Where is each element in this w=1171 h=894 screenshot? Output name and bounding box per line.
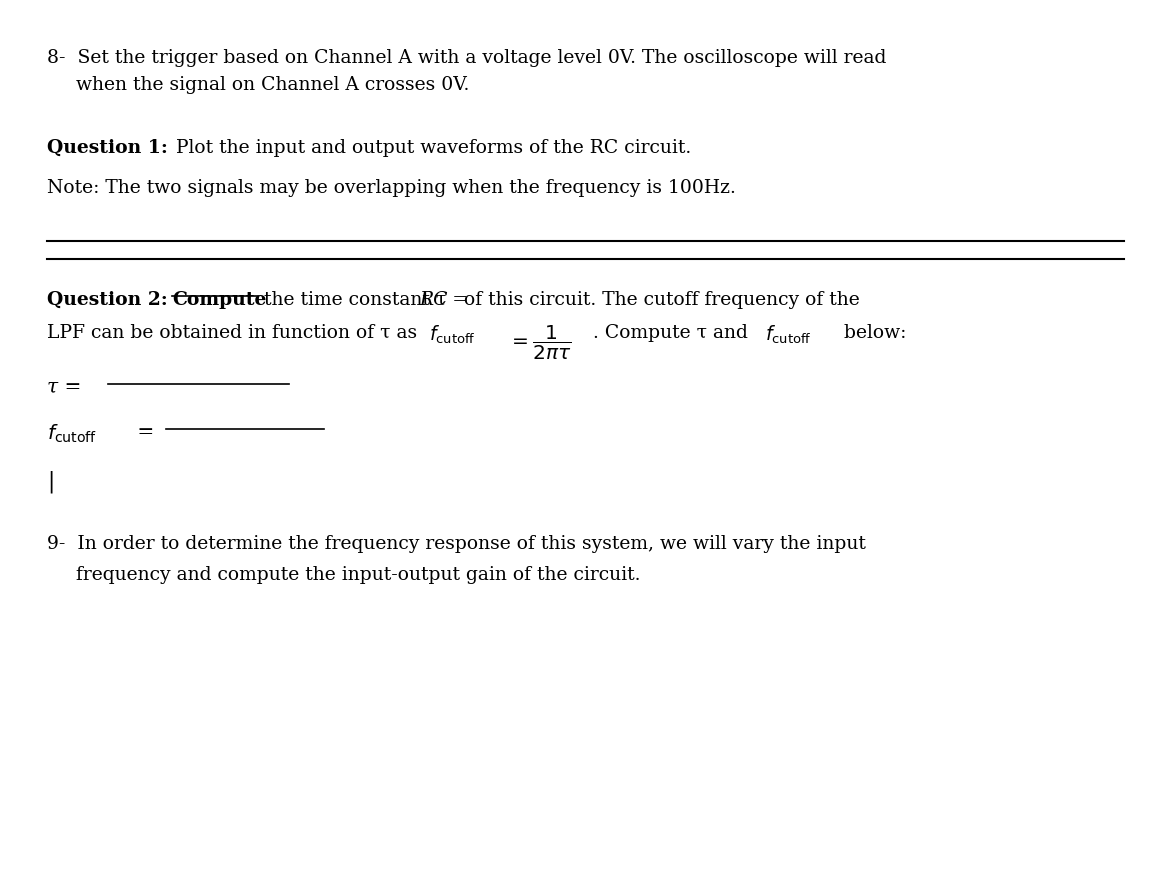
Text: $f_{\mathrm{cutoff}}$: $f_{\mathrm{cutoff}}$	[765, 324, 812, 346]
Text: Question 1:: Question 1:	[47, 139, 167, 156]
Text: Compute: Compute	[172, 291, 267, 308]
Text: . Compute τ and: . Compute τ and	[593, 324, 753, 342]
Text: $= \dfrac{1}{2\pi\tau}$: $= \dfrac{1}{2\pi\tau}$	[508, 324, 573, 362]
Text: frequency and compute the input-output gain of the circuit.: frequency and compute the input-output g…	[76, 566, 641, 584]
Text: when the signal on Channel A crosses 0V.: when the signal on Channel A crosses 0V.	[76, 76, 470, 94]
Text: of this circuit. The cutoff frequency of the: of this circuit. The cutoff frequency of…	[458, 291, 860, 308]
Text: τ =: τ =	[47, 378, 88, 397]
Text: |: |	[47, 470, 54, 493]
Text: Question 2:: Question 2:	[47, 291, 167, 308]
Text: 9-  In order to determine the frequency response of this system, we will vary th: 9- In order to determine the frequency r…	[47, 535, 865, 552]
Text: LPF can be obtained in function of τ as: LPF can be obtained in function of τ as	[47, 324, 423, 342]
Text: the time constant τ =: the time constant τ =	[258, 291, 473, 308]
Text: $f_{\mathrm{cutoff}}$: $f_{\mathrm{cutoff}}$	[429, 324, 475, 346]
Text: Plot the input and output waveforms of the RC circuit.: Plot the input and output waveforms of t…	[170, 139, 691, 156]
Text: =: =	[131, 423, 155, 442]
Text: 8-  Set the trigger based on Channel A with a voltage level 0V. The oscilloscope: 8- Set the trigger based on Channel A wi…	[47, 49, 886, 67]
Text: below:: below:	[838, 324, 906, 342]
Text: RC: RC	[419, 291, 447, 308]
Text: $f_{\mathrm{cutoff}}$: $f_{\mathrm{cutoff}}$	[47, 423, 97, 445]
Text: Note: The two signals may be overlapping when the frequency is 100Hz.: Note: The two signals may be overlapping…	[47, 179, 735, 197]
